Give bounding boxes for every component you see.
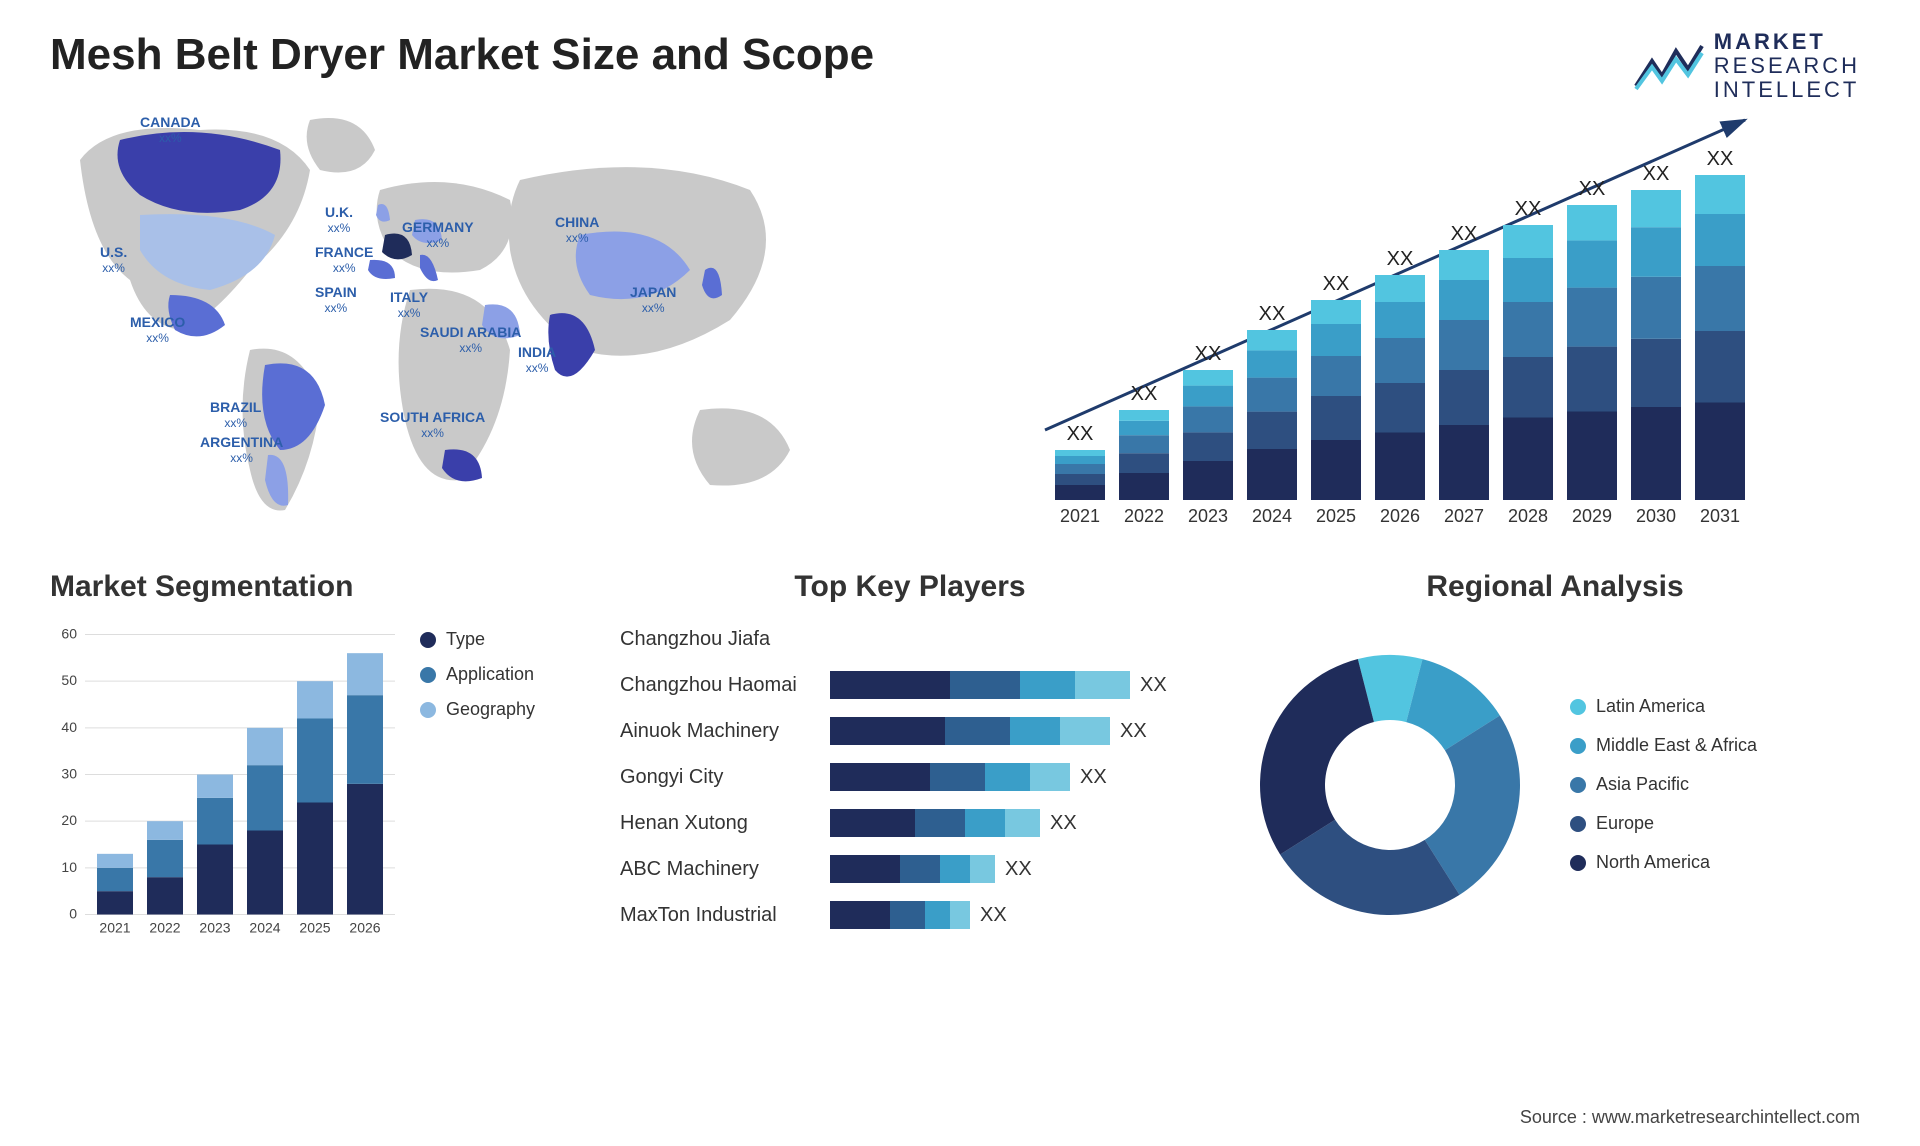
map-label-china: CHINAxx% (555, 215, 599, 246)
svg-text:2027: 2027 (1444, 506, 1484, 526)
svg-text:2024: 2024 (249, 920, 280, 936)
map-label-canada: CANADAxx% (140, 115, 201, 146)
regional-legend-item: Europe (1570, 813, 1757, 834)
regional-legend: Latin America Middle East & Africa Asia Pa… (1570, 696, 1757, 873)
regional-legend-item: Middle East & Africa (1570, 735, 1757, 756)
svg-text:2026: 2026 (349, 920, 380, 936)
map-label-spain: SPAINxx% (315, 285, 357, 316)
svg-text:2021: 2021 (99, 920, 130, 936)
seg-legend-item: Geography (420, 699, 580, 720)
player-value: XX (1050, 812, 1077, 835)
map-label-u-s-: U.S.xx% (100, 245, 127, 276)
player-name: ABC Machinery (620, 858, 830, 881)
svg-text:2028: 2028 (1508, 506, 1548, 526)
svg-text:2022: 2022 (149, 920, 180, 936)
regional-legend-item: Latin America (1570, 696, 1757, 717)
svg-text:20: 20 (61, 812, 77, 828)
player-value: XX (980, 904, 1007, 927)
map-label-germany: GERMANYxx% (402, 220, 474, 251)
map-label-argentina: ARGENTINAxx% (200, 435, 283, 466)
map-label-france: FRANCExx% (315, 245, 373, 276)
svg-text:XX: XX (1643, 163, 1670, 185)
svg-text:XX: XX (1131, 383, 1158, 405)
svg-text:2025: 2025 (299, 920, 330, 936)
map-label-south-africa: SOUTH AFRICAxx% (380, 410, 485, 441)
player-name: MaxTon Industrial (620, 904, 830, 927)
player-row: Gongyi City XX (620, 757, 1200, 797)
page-title: Mesh Belt Dryer Market Size and Scope (50, 30, 1870, 80)
regional-legend-item: North America (1570, 852, 1757, 873)
svg-text:0: 0 (69, 906, 77, 922)
segmentation-legend: Type Application Geography (420, 619, 580, 950)
map-label-italy: ITALYxx% (390, 290, 428, 321)
logo-text-3: INTELLECT (1714, 78, 1860, 102)
svg-text:2030: 2030 (1636, 506, 1676, 526)
segmentation-panel: Market Segmentation 0 10 20 30 40 50 60 2021 202… (50, 570, 580, 950)
player-row: Henan Xutong XX (620, 803, 1200, 843)
player-name: Ainuok Machinery (620, 720, 830, 743)
source-label: Source : www.marketresearchintellect.com (1520, 1107, 1860, 1128)
svg-text:2029: 2029 (1572, 506, 1612, 526)
player-name: Gongyi City (620, 766, 830, 789)
player-value: XX (1005, 858, 1032, 881)
svg-text:2026: 2026 (1380, 506, 1420, 526)
player-value: XX (1080, 766, 1107, 789)
svg-text:2023: 2023 (1188, 506, 1228, 526)
players-title: Top Key Players (620, 570, 1200, 604)
map-label-saudi-arabia: SAUDI ARABIAxx% (420, 325, 521, 356)
regional-panel: Regional Analysis Latin America Middle Ea… (1240, 570, 1870, 950)
player-value: XX (1140, 674, 1167, 697)
segmentation-title: Market Segmentation (50, 570, 580, 604)
svg-text:XX: XX (1259, 303, 1286, 325)
players-panel: Top Key Players Changzhou Jiafa Changzho… (620, 570, 1200, 950)
svg-text:XX: XX (1323, 273, 1350, 295)
player-name: Changzhou Jiafa (620, 628, 830, 651)
svg-text:2025: 2025 (1316, 506, 1356, 526)
player-row: Ainuok Machinery XX (620, 711, 1200, 751)
map-label-brazil: BRAZILxx% (210, 400, 261, 431)
svg-text:40: 40 (61, 719, 77, 735)
svg-text:2031: 2031 (1700, 506, 1740, 526)
svg-text:2022: 2022 (1124, 506, 1164, 526)
svg-text:XX: XX (1195, 343, 1222, 365)
logo-text-1: MARKET (1714, 30, 1860, 54)
svg-text:30: 30 (61, 766, 77, 782)
market-size-chart: XX 2021 XX 2022 XX 2023 XX 2024 XX 2025 XX 2026 XX 20… (960, 100, 1870, 530)
svg-text:XX: XX (1451, 223, 1478, 245)
svg-text:2024: 2024 (1252, 506, 1292, 526)
map-label-japan: JAPANxx% (630, 285, 676, 316)
player-value: XX (1120, 720, 1147, 743)
regional-title: Regional Analysis (1240, 570, 1870, 604)
svg-text:2023: 2023 (199, 920, 230, 936)
svg-text:10: 10 (61, 859, 77, 875)
player-name: Changzhou Haomai (620, 674, 830, 697)
player-row: Changzhou Haomai XX (620, 665, 1200, 705)
seg-legend-item: Type (420, 629, 580, 650)
svg-text:60: 60 (61, 626, 77, 642)
player-row: ABC Machinery XX (620, 849, 1200, 889)
logo-icon (1634, 41, 1704, 91)
svg-text:XX: XX (1515, 198, 1542, 220)
player-row: MaxTon Industrial XX (620, 895, 1200, 935)
player-name: Henan Xutong (620, 812, 830, 835)
player-row: Changzhou Jiafa (620, 619, 1200, 659)
map-label-mexico: MEXICOxx% (130, 315, 185, 346)
svg-text:2021: 2021 (1060, 506, 1100, 526)
svg-text:XX: XX (1387, 248, 1414, 270)
svg-text:XX: XX (1707, 148, 1734, 170)
logo: MARKET RESEARCH INTELLECT (1634, 30, 1860, 103)
seg-legend-item: Application (420, 664, 580, 685)
map-label-u-k-: U.K.xx% (325, 205, 353, 236)
svg-text:50: 50 (61, 672, 77, 688)
svg-text:XX: XX (1579, 178, 1606, 200)
world-map: CANADAxx% U.S.xx% MEXICOxx% BRAZILxx% ARGENT… (50, 100, 910, 530)
logo-text-2: RESEARCH (1714, 54, 1860, 78)
map-label-india: INDIAxx% (518, 345, 556, 376)
regional-legend-item: Asia Pacific (1570, 774, 1757, 795)
svg-text:XX: XX (1067, 423, 1094, 445)
